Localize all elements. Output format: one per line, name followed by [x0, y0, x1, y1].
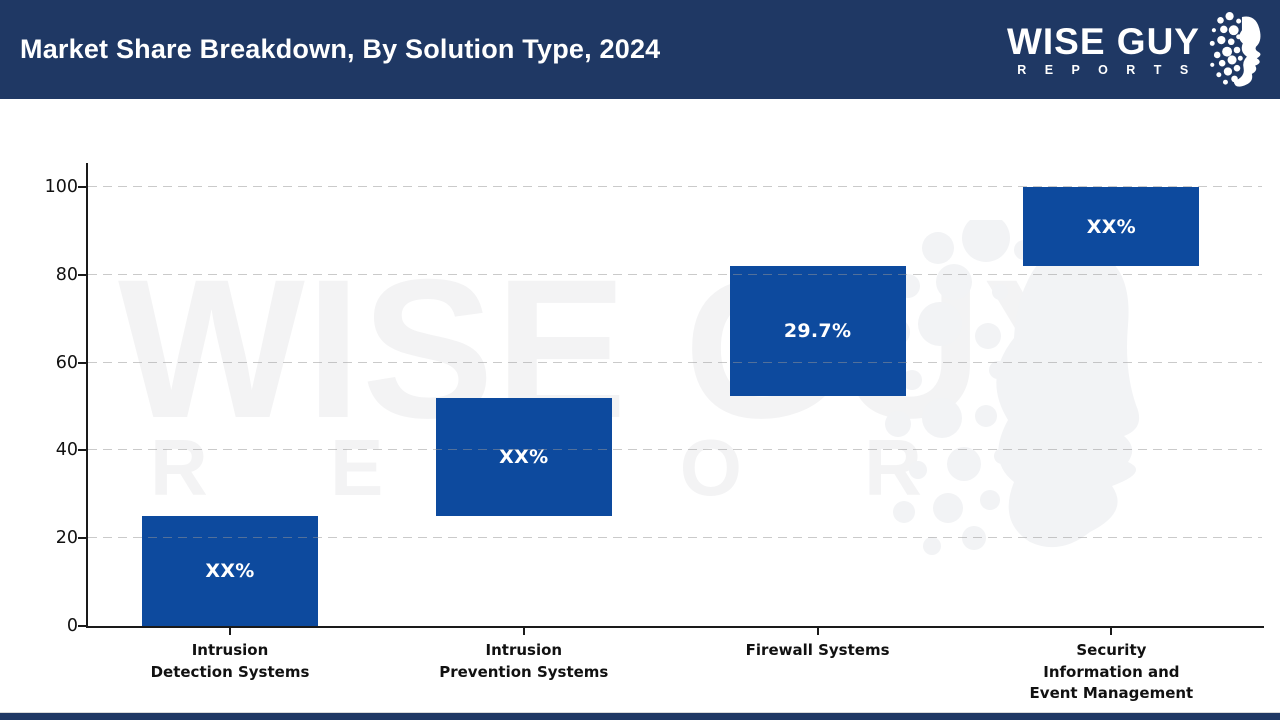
watermark-subtext: R E P O R T S	[150, 423, 1093, 588]
gridline-100	[88, 186, 1262, 188]
x-category-label-line: Event Management	[1029, 684, 1194, 702]
y-tick-mark	[78, 449, 87, 452]
bar-value-label: XX%	[205, 560, 255, 583]
y-tick-mark	[78, 537, 87, 540]
y-axis-spine	[86, 163, 88, 628]
y-tick-mark	[78, 625, 87, 627]
bar-value-label: 29.7%	[783, 320, 852, 343]
x-category-label-line: Information and	[1043, 662, 1180, 681]
gridline-20	[88, 537, 1262, 540]
gridline-80	[88, 273, 1262, 276]
x-category-label-line: Security	[1076, 641, 1147, 659]
bar-4: XX%	[1023, 187, 1200, 267]
gridline-40	[88, 449, 1262, 452]
logo-wordmark: WISE GUY	[1006, 20, 1200, 62]
x-category-label-line: Intrusion	[191, 641, 269, 659]
bar-1: XX%	[142, 516, 318, 626]
x-category-label: Security Information and Event Management	[961, 640, 1261, 705]
y-tick-mark	[78, 186, 87, 188]
logo-head-icon	[1209, 11, 1261, 87]
x-tick-mark	[816, 628, 819, 635]
bar-value-label: XX%	[499, 445, 549, 468]
bar-value-label: XX%	[1086, 215, 1137, 238]
y-tick-label: 60	[55, 352, 78, 373]
bar-2: XX%	[435, 397, 612, 517]
y-tick-mark	[78, 273, 87, 276]
y-tick-label: 80	[55, 264, 78, 285]
footer-bar	[0, 713, 1280, 720]
x-category-label: Intrusion Prevention Systems	[374, 640, 674, 683]
logo-text: WISE GUY R E P O R T S	[1007, 23, 1200, 77]
x-tick-mark	[522, 628, 525, 635]
x-category-label-line: Prevention Systems	[439, 662, 609, 681]
y-tick-label: 20	[55, 528, 78, 549]
watermark-head-icon	[878, 220, 1140, 555]
x-category-label: Firewall Systems	[668, 640, 968, 662]
gridline-60	[88, 361, 1262, 364]
header: Market Share Breakdown, By Solution Type…	[0, 0, 1280, 99]
x-category-label-line: Firewall Systems	[745, 641, 890, 659]
y-tick-label: 0	[66, 616, 78, 636]
logo-subtext: R E P O R T S	[1017, 62, 1196, 77]
x-category-label: Intrusion Detection Systems	[80, 640, 380, 683]
y-tick-mark	[78, 361, 87, 364]
x-tick-mark	[229, 628, 231, 635]
y-tick-label: 100	[44, 177, 78, 197]
x-category-label-line: Detection Systems	[150, 662, 310, 681]
x-axis-spine	[86, 626, 1264, 628]
bar-3: 29.7%	[729, 266, 906, 397]
footer-divider	[0, 712, 1280, 713]
brand-logo: WISE GUY R E P O R T S	[1007, 0, 1270, 99]
x-category-label-line: Intrusion	[485, 641, 563, 659]
x-tick-mark	[1110, 628, 1113, 635]
page-title: Market Share Breakdown, By Solution Type…	[20, 34, 661, 64]
y-tick-label: 40	[55, 440, 78, 461]
